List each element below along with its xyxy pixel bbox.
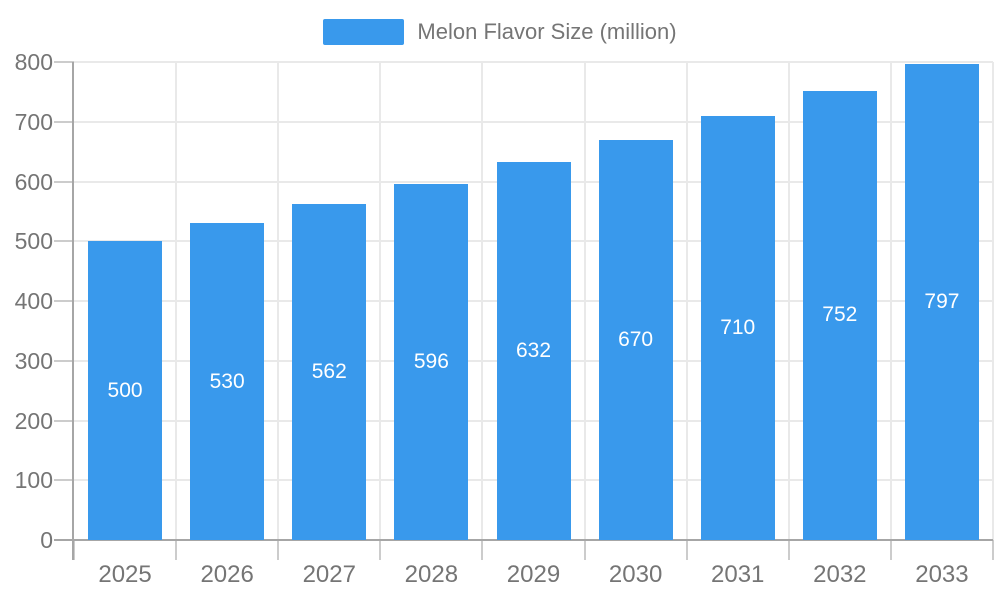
y-tick <box>54 419 74 422</box>
y-axis-label: 300 <box>14 347 53 374</box>
x-tick <box>379 540 382 560</box>
y-tick <box>54 359 74 362</box>
h-gridline <box>74 120 993 123</box>
v-gridline <box>685 62 688 540</box>
bar[interactable]: 752 <box>802 90 877 540</box>
bar-value-label: 562 <box>311 360 347 384</box>
x-axis-label: 2033 <box>915 561 969 588</box>
x-axis-line <box>54 539 993 541</box>
y-tick <box>54 300 74 302</box>
v-gridline <box>277 62 280 540</box>
y-axis-label: 200 <box>14 407 53 434</box>
y-tick <box>54 180 74 183</box>
bar-value-label: 500 <box>107 378 143 402</box>
x-axis-label: 2031 <box>711 561 765 588</box>
x-tick <box>787 540 790 560</box>
bar-value-label: 632 <box>515 339 552 363</box>
x-axis-label: 2026 <box>200 561 254 588</box>
x-tick <box>889 540 892 560</box>
legend-label[interactable]: Melon Flavor Size (million) <box>417 19 677 44</box>
x-axis-label: 2027 <box>302 561 356 588</box>
bar-value-label: 596 <box>413 349 449 373</box>
bar[interactable]: 797 <box>904 63 979 540</box>
bar-value-label: 710 <box>720 315 756 339</box>
legend-swatch[interactable] <box>323 19 405 45</box>
bar[interactable]: 670 <box>598 139 673 540</box>
bar-value-label: 797 <box>924 289 960 313</box>
x-axis-label: 2028 <box>404 561 459 588</box>
y-axis-label: 500 <box>14 228 53 255</box>
v-gridline <box>379 62 382 540</box>
x-tick <box>992 540 994 560</box>
y-tick <box>54 61 74 63</box>
bar[interactable]: 500 <box>88 241 163 540</box>
x-axis-label: 2032 <box>813 561 867 588</box>
x-tick <box>73 540 75 560</box>
y-tick <box>54 120 74 123</box>
v-gridline <box>481 62 484 540</box>
y-axis-label: 700 <box>14 108 53 135</box>
y-tick <box>54 240 74 243</box>
bar-value-label: 670 <box>618 327 654 351</box>
bar[interactable]: 710 <box>700 115 775 540</box>
x-tick <box>277 540 280 560</box>
x-axis-label: 2029 <box>506 561 561 588</box>
x-tick <box>481 540 484 560</box>
y-axis-label: 600 <box>14 168 53 195</box>
v-gridline <box>787 62 790 540</box>
h-gridline <box>74 61 993 63</box>
y-tick <box>54 479 74 482</box>
y-axis-line <box>72 62 74 560</box>
bar[interactable]: 632 <box>496 162 571 540</box>
x-tick <box>583 540 586 560</box>
x-axis-label: 2030 <box>608 561 663 588</box>
y-axis-label: 400 <box>14 288 53 314</box>
y-axis-label: 100 <box>14 467 53 494</box>
v-gridline <box>992 62 994 540</box>
y-axis-label: 0 <box>40 527 53 553</box>
legend[interactable]: Melon Flavor Size (million) <box>0 17 1000 47</box>
x-axis-label: 2025 <box>98 561 152 588</box>
bar-value-label: 530 <box>209 369 245 393</box>
bar[interactable]: 530 <box>190 223 265 540</box>
y-axis-label: 800 <box>14 49 53 75</box>
v-gridline <box>583 62 586 540</box>
v-gridline <box>889 62 892 540</box>
bar-value-label: 752 <box>822 303 858 327</box>
bar[interactable]: 562 <box>292 204 367 540</box>
x-tick <box>175 540 178 560</box>
x-tick <box>685 540 688 560</box>
v-gridline <box>175 62 178 540</box>
bar[interactable]: 596 <box>394 183 469 540</box>
